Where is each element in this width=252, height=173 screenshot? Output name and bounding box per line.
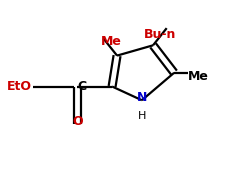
Text: Me: Me xyxy=(100,35,121,48)
Text: H: H xyxy=(137,111,145,121)
Text: Me: Me xyxy=(187,70,208,83)
Text: N: N xyxy=(136,91,146,104)
Text: EtO: EtO xyxy=(6,80,31,93)
Text: O: O xyxy=(72,115,82,128)
Text: Bu-n: Bu-n xyxy=(144,28,176,41)
Text: C: C xyxy=(77,80,86,93)
